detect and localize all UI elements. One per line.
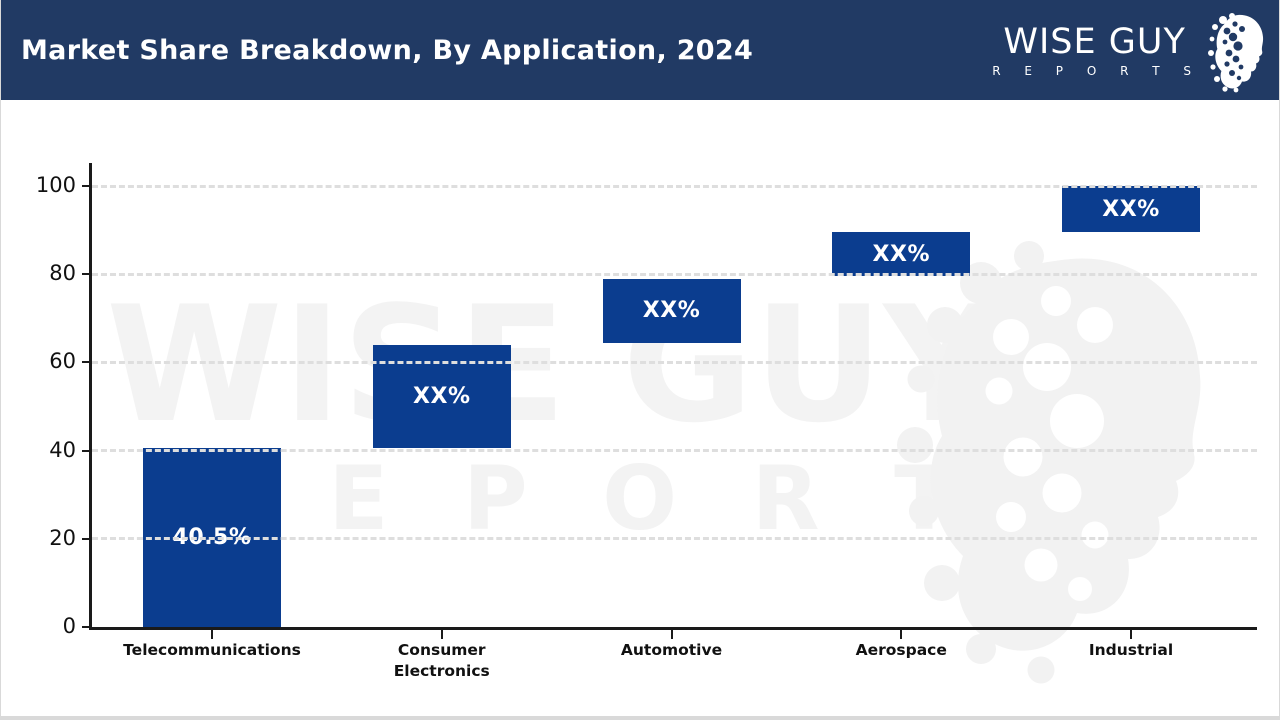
y-tick xyxy=(82,185,91,187)
logo-head-icon xyxy=(1208,13,1264,93)
gridline xyxy=(92,537,1257,541)
bar-value-label: XX% xyxy=(413,384,471,410)
y-axis-line xyxy=(89,163,92,629)
chart-area: WISE GUY R E P O R T S 40.5% XX% XX% XX% XX%… xyxy=(1,100,1279,716)
bar-value-label: XX% xyxy=(872,241,930,267)
bar-value-label: XX% xyxy=(642,298,701,324)
x-tick xyxy=(1130,630,1132,639)
y-tick-label: 100 xyxy=(35,173,76,197)
x-axis-label: Industrial xyxy=(1088,641,1174,659)
x-axis-label: Telecommunications xyxy=(123,641,301,659)
y-tick-label: 20 xyxy=(49,525,76,550)
y-tick xyxy=(82,273,91,276)
y-tick-label: 60 xyxy=(49,349,76,374)
x-axis-label: Consumer Electronics xyxy=(393,641,490,680)
y-tick xyxy=(82,626,91,628)
wiseguy-logo: WISE GUY R E P O R T S xyxy=(988,8,1267,94)
x-tick xyxy=(211,630,213,639)
x-axis-label: Aerospace xyxy=(855,641,947,659)
bar: XX% xyxy=(832,232,971,277)
y-tick-label: 0 xyxy=(62,614,76,638)
x-axis-line xyxy=(89,627,1257,630)
x-tick xyxy=(670,630,673,639)
gridline xyxy=(92,360,1257,364)
header: Market Share Breakdown, By Application, … xyxy=(1,0,1279,100)
y-tick-label: 40 xyxy=(49,437,76,462)
y-tick xyxy=(82,537,91,540)
gridline xyxy=(92,184,1257,188)
gridline xyxy=(92,449,1257,453)
x-tick xyxy=(440,630,443,639)
bar: XX% xyxy=(602,278,741,343)
bar-value-label: XX% xyxy=(1102,196,1160,222)
gridline xyxy=(92,272,1257,276)
logo-line1: WISE GUY xyxy=(1003,21,1186,62)
watermark-head-icon xyxy=(897,241,1201,684)
bar: XX% xyxy=(1062,186,1200,233)
logo-line2: R E P O R T S xyxy=(992,63,1201,78)
y-tick-label: 80 xyxy=(49,261,76,286)
x-tick xyxy=(900,630,903,639)
x-axis-label: Automotive xyxy=(620,641,723,659)
y-tick xyxy=(82,449,91,452)
logo-text: WISE GUY R E P O R T S xyxy=(988,21,1201,78)
page-title: Market Share Breakdown, By Application, … xyxy=(21,34,754,66)
y-tick xyxy=(82,361,91,364)
watermark-text-1: WISE GUY xyxy=(106,271,1000,458)
bottom-border xyxy=(1,716,1279,720)
